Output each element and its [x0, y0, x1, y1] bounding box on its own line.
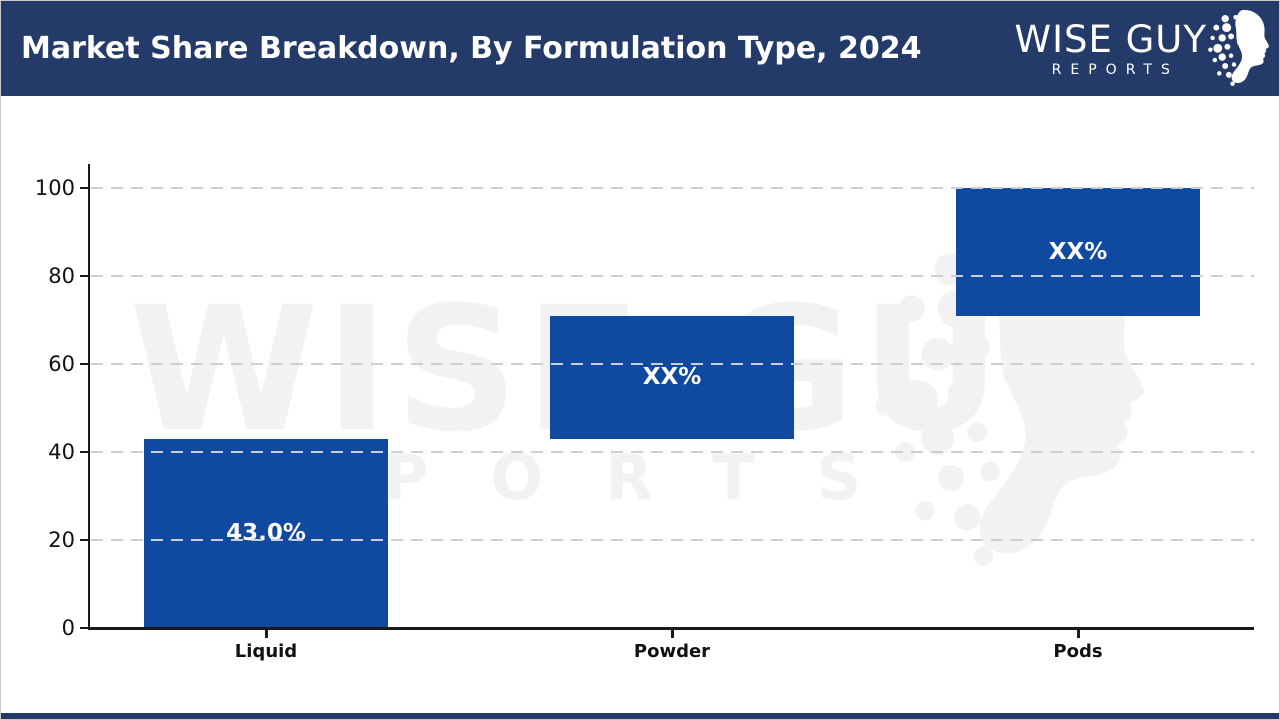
x-tick-mark-powder: [671, 630, 674, 638]
y-tick-mark-40: [80, 451, 88, 453]
brand-head-logo-icon: [1203, 8, 1271, 90]
y-tick-label-60: 60: [48, 352, 75, 376]
y-tick-mark-100: [80, 187, 88, 189]
x-axis-label-pods: Pods: [1053, 641, 1103, 662]
bar-value-label-pods: XX%: [1048, 238, 1108, 265]
gridline-60: [91, 363, 1254, 365]
bar-value-label-powder: XX%: [642, 364, 702, 391]
footer-bar: [1, 713, 1279, 719]
x-axis-spine: [88, 627, 1254, 630]
brand-name: WISE GUY: [1014, 17, 1207, 61]
brand-logo-text: WISE GUY REPORTS: [1014, 17, 1207, 78]
y-tick-label-0: 0: [61, 616, 75, 640]
bar-pods: XX%: [956, 188, 1200, 316]
gridline-40: [91, 451, 1254, 453]
brand-logo: WISE GUY REPORTS: [1015, 1, 1271, 96]
x-tick-mark-pods: [1077, 630, 1080, 638]
y-tick-mark-60: [80, 363, 88, 365]
bar-liquid: 43.0%: [144, 438, 388, 628]
bar-powder: XX%: [550, 315, 794, 439]
x-axis-label-liquid: Liquid: [234, 641, 298, 662]
y-tick-mark-20: [80, 539, 88, 541]
y-tick-label-40: 40: [48, 440, 75, 464]
y-tick-label-20: 20: [48, 528, 75, 552]
y-axis-spine: [88, 164, 90, 630]
y-tick-mark-0: [80, 627, 88, 629]
x-tick-mark-liquid: [265, 630, 268, 638]
brand-subname: REPORTS: [1051, 61, 1179, 78]
gridline-80: [91, 275, 1254, 277]
y-tick-label-80: 80: [48, 264, 75, 288]
gridline-100: [91, 187, 1254, 189]
y-tick-mark-80: [80, 275, 88, 277]
gridline-20: [91, 539, 1254, 541]
header-bar: Market Share Breakdown, By Formulation T…: [1, 1, 1279, 96]
x-axis-label-powder: Powder: [633, 641, 711, 662]
y-tick-label-100: 100: [34, 176, 75, 200]
chart-title: Market Share Breakdown, By Formulation T…: [21, 31, 922, 66]
bar-value-label-liquid: 43.0%: [226, 520, 306, 547]
